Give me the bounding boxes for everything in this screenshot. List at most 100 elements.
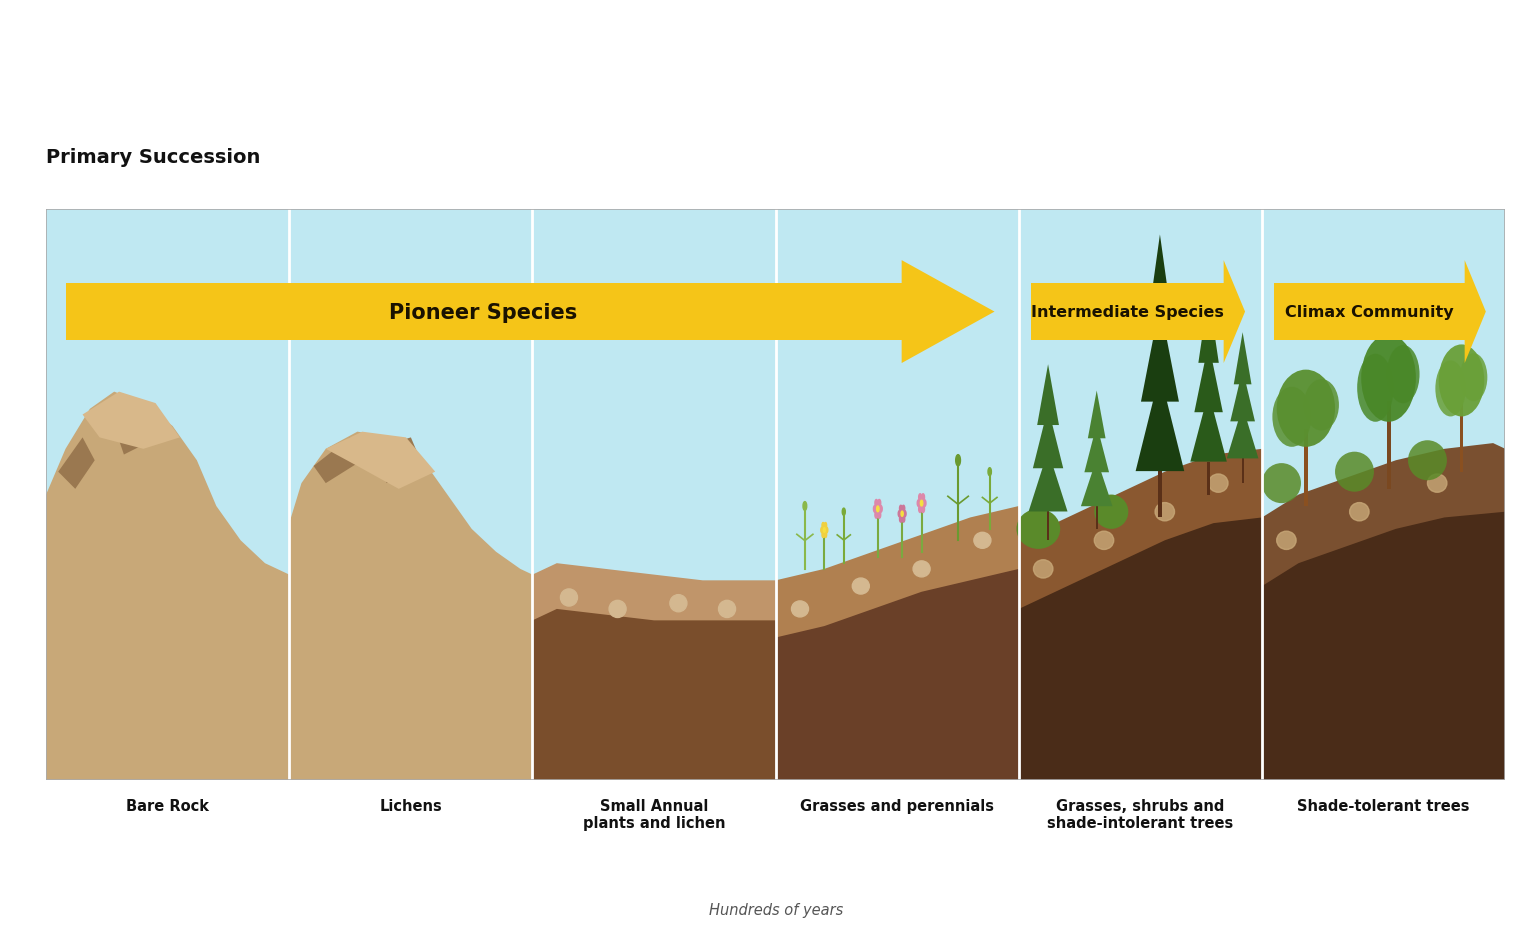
Circle shape [988, 468, 991, 476]
Polygon shape [1198, 294, 1218, 364]
Polygon shape [902, 261, 995, 364]
Ellipse shape [1409, 441, 1447, 481]
Circle shape [899, 511, 900, 517]
Text: Shade-tolerant trees: Shade-tolerant trees [1298, 798, 1470, 813]
Polygon shape [58, 438, 95, 489]
Circle shape [822, 523, 825, 528]
Text: Lichens: Lichens [379, 798, 442, 813]
Ellipse shape [852, 579, 869, 594]
Ellipse shape [1435, 361, 1465, 417]
Text: Primary Succession: Primary Succession [46, 148, 261, 167]
Bar [1304, 429, 1309, 506]
Bar [1459, 400, 1464, 472]
Bar [1241, 459, 1244, 484]
Ellipse shape [1439, 345, 1484, 417]
Bar [1046, 512, 1049, 541]
Bar [1207, 462, 1210, 495]
Polygon shape [114, 409, 158, 455]
Polygon shape [1018, 518, 1263, 781]
Circle shape [877, 506, 879, 512]
Bar [1387, 402, 1390, 489]
Circle shape [919, 494, 922, 501]
Polygon shape [1227, 407, 1258, 459]
Text: Hundreds of years: Hundreds of years [708, 902, 843, 917]
Circle shape [955, 455, 960, 466]
Ellipse shape [1335, 452, 1373, 492]
Polygon shape [1037, 365, 1058, 426]
Polygon shape [375, 438, 422, 484]
Ellipse shape [1155, 503, 1175, 522]
Ellipse shape [1276, 531, 1296, 550]
Polygon shape [83, 392, 180, 449]
Bar [66, 284, 902, 341]
Circle shape [877, 500, 880, 506]
Circle shape [876, 500, 879, 506]
Polygon shape [1263, 444, 1505, 781]
Polygon shape [313, 438, 362, 484]
Text: Pioneer Species: Pioneer Species [390, 303, 578, 322]
Ellipse shape [1427, 474, 1447, 493]
Ellipse shape [1263, 464, 1301, 504]
Ellipse shape [1358, 354, 1393, 423]
Ellipse shape [1034, 560, 1052, 579]
Ellipse shape [1094, 531, 1114, 550]
Circle shape [877, 512, 880, 519]
Circle shape [825, 532, 826, 538]
Circle shape [803, 502, 806, 511]
Ellipse shape [1017, 509, 1060, 549]
Circle shape [825, 523, 826, 528]
Ellipse shape [1304, 380, 1339, 431]
Text: Bare Rock: Bare Rock [126, 798, 209, 813]
Polygon shape [1465, 261, 1485, 364]
Circle shape [879, 506, 882, 513]
Circle shape [920, 501, 923, 506]
Circle shape [900, 516, 902, 523]
Polygon shape [776, 569, 1018, 781]
Polygon shape [1084, 425, 1109, 473]
Bar [1275, 284, 1465, 341]
Ellipse shape [1272, 387, 1312, 447]
Polygon shape [1081, 459, 1112, 506]
Ellipse shape [912, 562, 931, 577]
Polygon shape [776, 506, 1018, 781]
Polygon shape [1087, 391, 1106, 439]
Polygon shape [289, 432, 533, 781]
Circle shape [902, 506, 905, 512]
Polygon shape [1032, 408, 1063, 468]
Ellipse shape [974, 533, 991, 548]
Circle shape [922, 506, 925, 513]
Polygon shape [46, 392, 289, 781]
Polygon shape [1029, 451, 1068, 512]
Text: Climax Community: Climax Community [1286, 305, 1453, 320]
Ellipse shape [1461, 354, 1487, 402]
Circle shape [820, 527, 823, 533]
Ellipse shape [1361, 335, 1416, 423]
Circle shape [825, 527, 828, 533]
Circle shape [922, 494, 925, 501]
Bar [1095, 506, 1098, 529]
Circle shape [919, 506, 922, 513]
Polygon shape [1263, 512, 1505, 781]
Polygon shape [1224, 261, 1246, 364]
Polygon shape [533, 609, 776, 781]
Text: Grasses and perennials: Grasses and perennials [800, 798, 994, 813]
Polygon shape [1230, 369, 1255, 422]
Ellipse shape [670, 595, 687, 612]
Ellipse shape [1094, 495, 1129, 529]
Circle shape [902, 511, 903, 517]
Circle shape [874, 506, 877, 513]
Polygon shape [1141, 305, 1180, 402]
Circle shape [900, 506, 902, 512]
Bar [1031, 284, 1224, 341]
Text: Grasses, shrubs and
shade-intolerant trees: Grasses, shrubs and shade-intolerant tre… [1048, 798, 1233, 830]
Text: Small Annual
plants and lichen: Small Annual plants and lichen [582, 798, 725, 830]
Polygon shape [1190, 392, 1227, 462]
Polygon shape [533, 564, 776, 781]
Ellipse shape [791, 602, 808, 617]
Polygon shape [1195, 344, 1223, 413]
Ellipse shape [1276, 370, 1335, 447]
Circle shape [842, 508, 845, 516]
Bar [1158, 471, 1161, 518]
Circle shape [876, 512, 877, 519]
Text: Intermediate Species: Intermediate Species [1031, 305, 1224, 320]
